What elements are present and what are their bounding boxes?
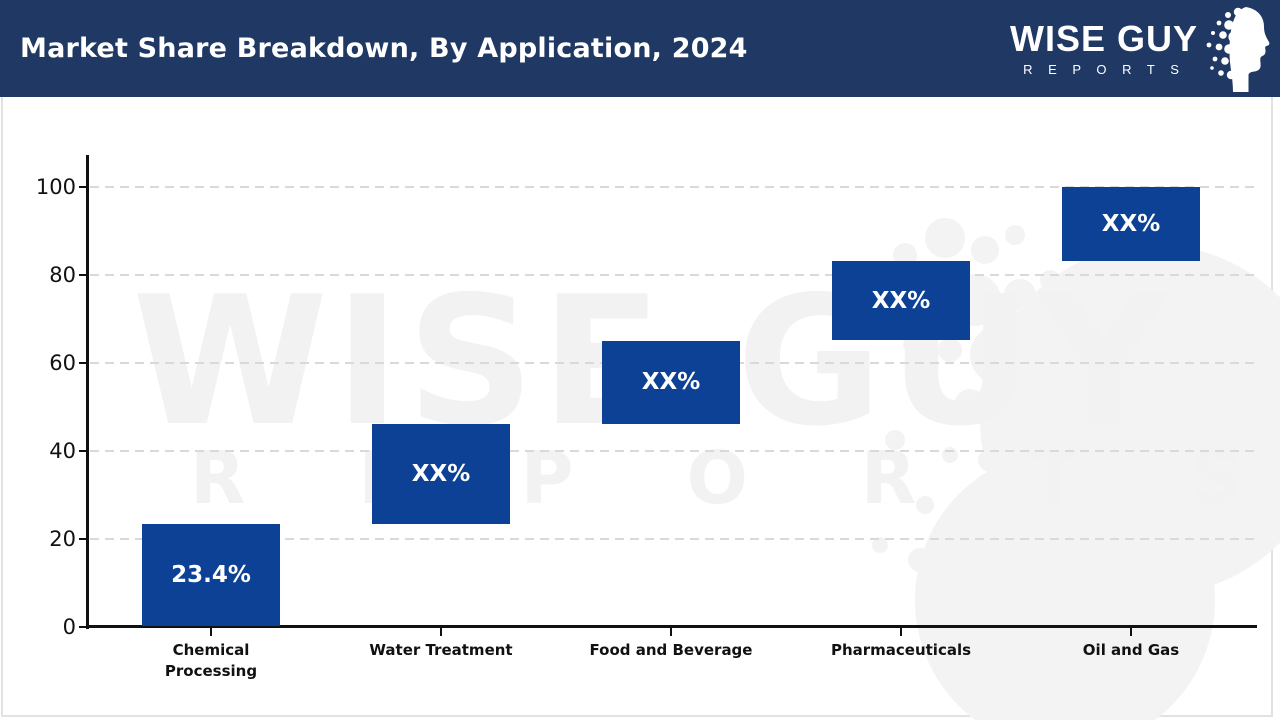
bar-value-label: 23.4% (171, 562, 251, 588)
bar-value-label: XX% (641, 369, 701, 396)
gridline (90, 185, 1255, 188)
x-axis-tick (210, 628, 212, 636)
logo-tagline: R E P O R T S (1023, 62, 1185, 77)
header: Market Share Breakdown, By Application, … (0, 0, 1280, 97)
bar: XX% (1062, 186, 1200, 262)
y-axis-tick (79, 361, 88, 364)
y-tick-label: 40 (49, 438, 76, 463)
bar: XX% (602, 340, 740, 425)
gridline (90, 537, 1255, 540)
x-tick-label: Food and Beverage (589, 640, 753, 659)
y-tick-label: 60 (49, 350, 76, 375)
logo-text: WISE GUY R E P O R T S (1009, 18, 1198, 77)
y-tick-label: 80 (49, 262, 76, 287)
y-tick-label: 100 (35, 174, 76, 199)
bar-value-label: XX% (411, 460, 471, 487)
logo-face-icon (1206, 6, 1270, 92)
x-tick-label: Oil and Gas (1082, 640, 1180, 659)
y-axis-line (86, 155, 89, 629)
x-axis-line (86, 625, 1257, 628)
x-axis-tick (440, 628, 442, 636)
bar-value-label: XX% (1101, 210, 1161, 237)
y-tick-label: 20 (49, 526, 76, 551)
x-tick-label: Pharmaceuticals (830, 640, 972, 659)
bar-value-label: XX% (871, 287, 931, 314)
y-axis-tick (79, 537, 88, 540)
x-axis-tick (900, 628, 902, 636)
logo-name: WISE GUY (1009, 18, 1198, 59)
y-axis-tick (79, 625, 88, 628)
bar: 23.4% (142, 523, 280, 627)
page-title: Market Share Breakdown, By Application, … (20, 33, 748, 64)
y-axis-tick (79, 273, 88, 276)
wise-guy-logo: WISE GUY R E P O R T S (1010, 6, 1270, 92)
gridline (90, 273, 1255, 276)
x-tick-label: Chemical Processing (164, 640, 258, 680)
bar: XX% (372, 424, 510, 524)
x-axis-tick (1130, 628, 1132, 636)
x-tick-label: Water Treatment (369, 640, 513, 659)
y-axis-tick (79, 185, 88, 188)
bar: XX% (832, 261, 970, 341)
x-axis-tick (670, 628, 672, 636)
gridline (90, 449, 1255, 452)
y-tick-label: 0 (62, 614, 76, 639)
y-axis-tick (79, 449, 88, 452)
